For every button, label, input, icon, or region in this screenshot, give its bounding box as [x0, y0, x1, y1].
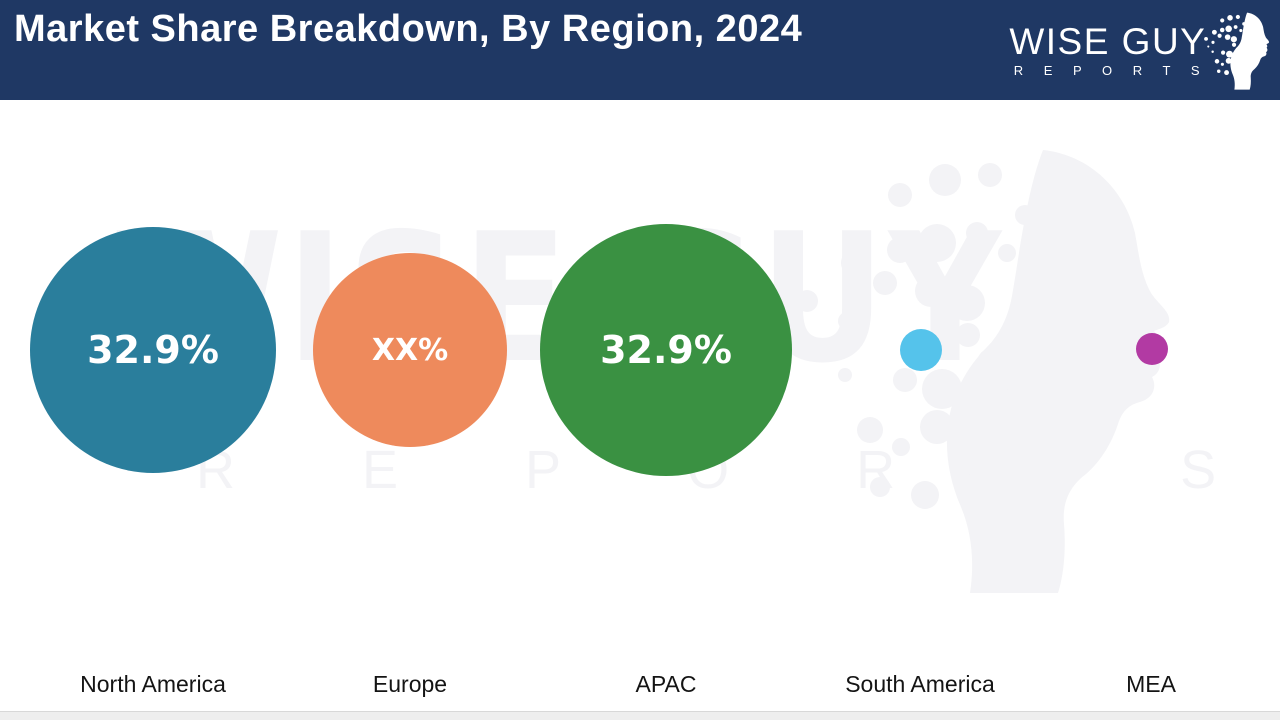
bubble-value-north-america: 32.9% — [87, 328, 219, 372]
region-label-apac: APAC — [635, 671, 697, 697]
region-label-south-america: South America — [845, 671, 995, 697]
header-bar: Market Share Breakdown, By Region, 2024 … — [0, 0, 1280, 100]
logo-reports: R E P O R T S — [1013, 63, 1208, 78]
bubble-mea — [1136, 333, 1168, 365]
footer-strip — [0, 711, 1280, 720]
region-label-north-america: North America — [80, 671, 226, 697]
bubble-value-apac: 32.9% — [600, 328, 732, 372]
logo-wordmark-block: WISE GUY R E P O R T S — [1008, 21, 1208, 79]
logo-wordmark: WISE GUY — [1009, 21, 1207, 62]
watermark-head-icon — [796, 150, 1170, 593]
bubble-europe: XX% — [313, 253, 507, 447]
page-title: Market Share Breakdown, By Region, 2024 — [14, 8, 803, 50]
bubble-north-america: 32.9% — [30, 227, 276, 473]
wiseguy-head-icon — [1204, 12, 1270, 90]
brand-logo: WISE GUY R E P O R T S — [1008, 4, 1272, 96]
bubble-value-europe: XX% — [371, 332, 449, 368]
region-label-europe: Europe — [372, 671, 448, 697]
region-label-mea: MEA — [1126, 671, 1176, 697]
bubble-apac: 32.9% — [540, 224, 792, 476]
bubble-south-america — [900, 329, 942, 371]
